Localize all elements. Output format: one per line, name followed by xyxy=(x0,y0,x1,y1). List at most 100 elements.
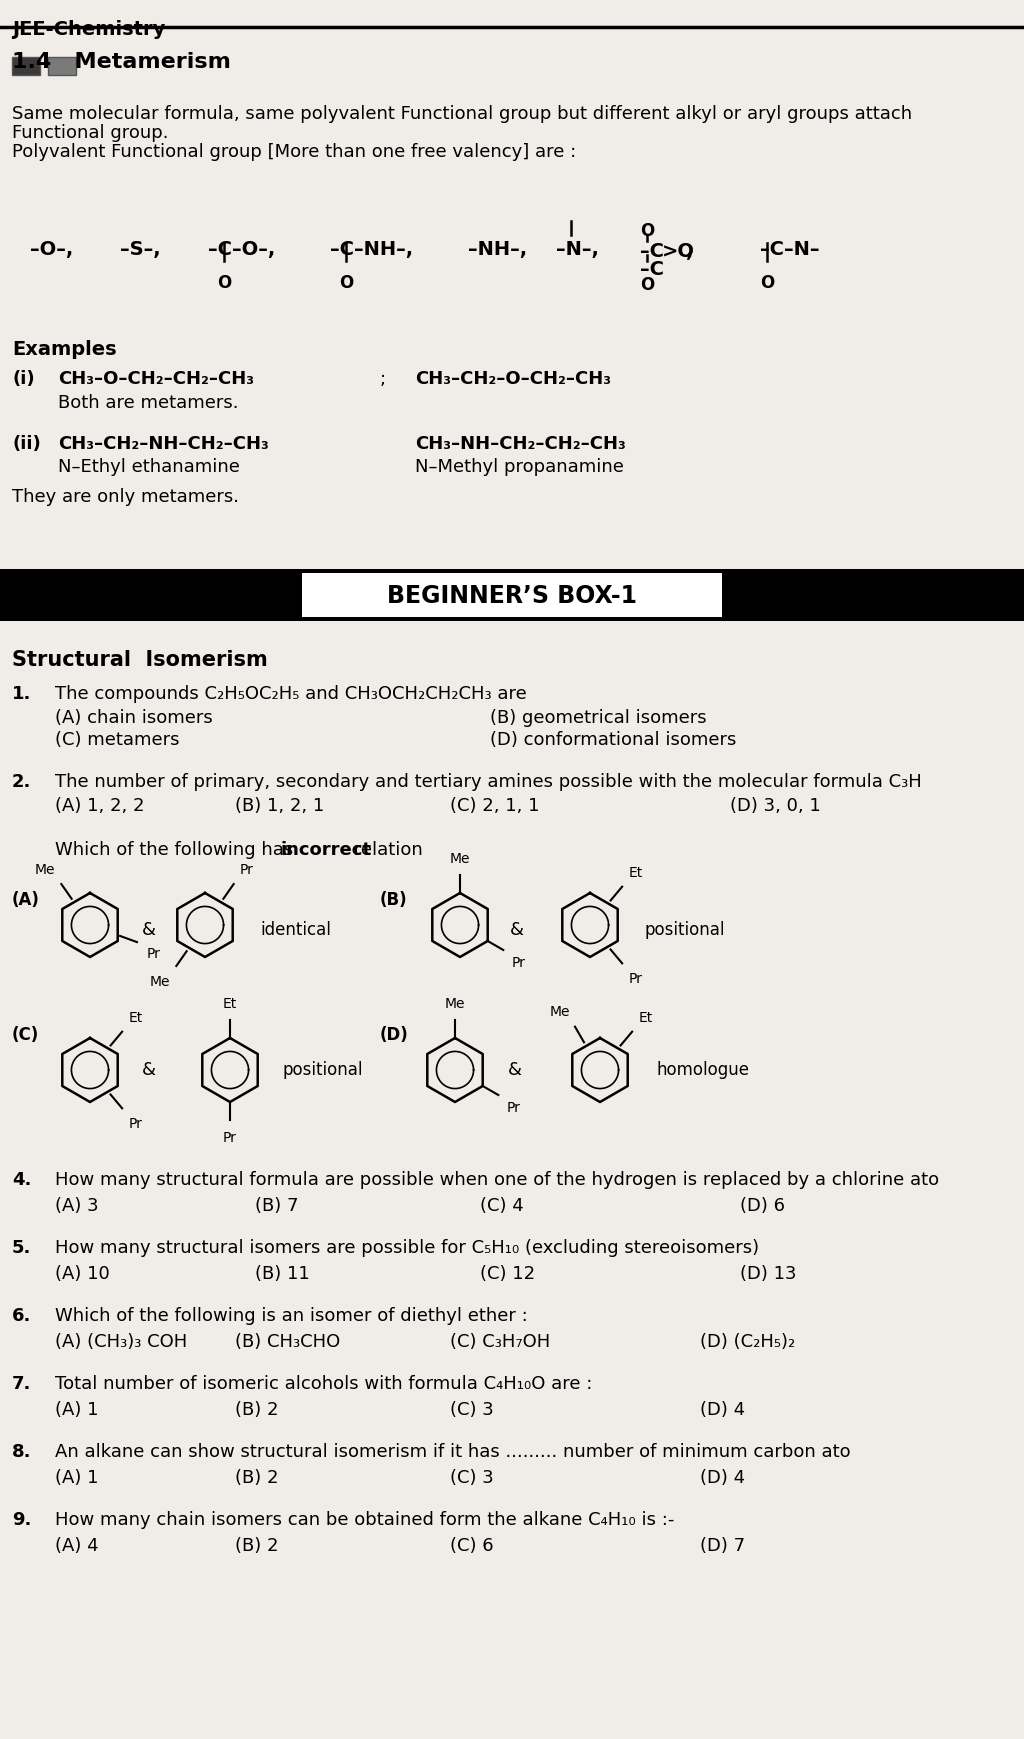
Text: Me: Me xyxy=(151,974,171,988)
Text: Both are metamers.: Both are metamers. xyxy=(58,393,239,412)
Text: CH₃–NH–CH₂–CH₂–CH₃: CH₃–NH–CH₂–CH₂–CH₃ xyxy=(415,435,626,452)
Text: How many chain isomers can be obtained form the alkane C₄H₁₀ is :-: How many chain isomers can be obtained f… xyxy=(55,1509,675,1529)
Text: (D) (C₂H₅)₂: (D) (C₂H₅)₂ xyxy=(700,1332,796,1349)
Text: CH₃–O–CH₂–CH₂–CH₃: CH₃–O–CH₂–CH₂–CH₃ xyxy=(58,370,254,388)
Text: Et: Et xyxy=(223,996,238,1010)
Text: Which of the following is an isomer of diethyl ether :: Which of the following is an isomer of d… xyxy=(55,1306,527,1323)
Text: CH₃–CH₂–O–CH₂–CH₃: CH₃–CH₂–O–CH₂–CH₃ xyxy=(415,370,611,388)
Text: 9.: 9. xyxy=(12,1509,32,1529)
Text: –NH–,: –NH–, xyxy=(468,240,527,259)
Text: –S–,: –S–, xyxy=(120,240,161,259)
Text: (D) 13: (D) 13 xyxy=(740,1264,797,1282)
Text: Pr: Pr xyxy=(629,972,642,986)
Text: (D) 7: (D) 7 xyxy=(700,1536,745,1555)
Text: They are only metamers.: They are only metamers. xyxy=(12,487,239,506)
Text: (A) 1, 2, 2: (A) 1, 2, 2 xyxy=(55,796,144,814)
Text: Pr: Pr xyxy=(507,1101,521,1115)
Text: 5.: 5. xyxy=(12,1238,32,1256)
Text: (B) 1, 2, 1: (B) 1, 2, 1 xyxy=(234,796,325,814)
Text: (i): (i) xyxy=(12,370,35,388)
Text: &: & xyxy=(510,920,524,939)
Text: (A) 4: (A) 4 xyxy=(55,1536,98,1555)
Text: positional: positional xyxy=(645,920,725,939)
Text: (C) 3: (C) 3 xyxy=(450,1468,494,1487)
Text: (A) 10: (A) 10 xyxy=(55,1264,110,1282)
Text: (B) 2: (B) 2 xyxy=(234,1536,279,1555)
Text: 1.4   Metamerism: 1.4 Metamerism xyxy=(12,52,230,71)
Text: (ii): (ii) xyxy=(12,435,41,452)
FancyBboxPatch shape xyxy=(12,57,40,77)
Text: &: & xyxy=(142,1061,156,1078)
Text: (A) (CH₃)₃ COH: (A) (CH₃)₃ COH xyxy=(55,1332,187,1349)
Text: (B) CH₃CHO: (B) CH₃CHO xyxy=(234,1332,340,1349)
Text: The number of primary, secondary and tertiary amines possible with the molecular: The number of primary, secondary and ter… xyxy=(55,772,922,791)
Text: (D): (D) xyxy=(380,1026,409,1043)
Text: (D) 4: (D) 4 xyxy=(700,1400,745,1419)
Text: (D) 3, 0, 1: (D) 3, 0, 1 xyxy=(730,796,821,814)
Bar xyxy=(0,570,1024,621)
Text: Et: Et xyxy=(129,1010,142,1024)
Text: O: O xyxy=(217,273,231,292)
Text: (A) 1: (A) 1 xyxy=(55,1400,98,1419)
Text: JEE-Chemistry: JEE-Chemistry xyxy=(12,19,165,38)
Text: O: O xyxy=(760,273,774,292)
Text: ,: , xyxy=(686,242,693,261)
Text: –O–,: –O–, xyxy=(30,240,74,259)
Text: Functional group.: Functional group. xyxy=(12,123,169,143)
Text: (A): (A) xyxy=(12,890,40,908)
Text: relation: relation xyxy=(348,840,423,859)
Text: positional: positional xyxy=(283,1061,364,1078)
Text: (D) 6: (D) 6 xyxy=(740,1196,785,1214)
Text: CH₃–CH₂–NH–CH₂–CH₃: CH₃–CH₂–NH–CH₂–CH₃ xyxy=(58,435,268,452)
Text: (B) 2: (B) 2 xyxy=(234,1400,279,1419)
Text: How many structural formula are possible when one of the hydrogen is replaced by: How many structural formula are possible… xyxy=(55,1170,939,1188)
Text: –C: –C xyxy=(640,259,664,278)
Text: N–Ethyl ethanamine: N–Ethyl ethanamine xyxy=(58,457,240,476)
Text: Pr: Pr xyxy=(223,1130,237,1144)
Text: (A) 1: (A) 1 xyxy=(55,1468,98,1487)
Text: Examples: Examples xyxy=(12,339,117,358)
Text: The compounds C₂H₅OC₂H₅ and CH₃OCH₂CH₂CH₃ are: The compounds C₂H₅OC₂H₅ and CH₃OCH₂CH₂CH… xyxy=(55,685,526,703)
Text: &: & xyxy=(508,1061,522,1078)
Text: (D) conformational isomers: (D) conformational isomers xyxy=(490,730,736,748)
Text: >O: >O xyxy=(662,242,695,261)
Text: &: & xyxy=(142,920,156,939)
Text: O: O xyxy=(640,277,654,294)
Text: –C–N–: –C–N– xyxy=(760,240,819,259)
Text: (C) C₃H₇OH: (C) C₃H₇OH xyxy=(450,1332,550,1349)
Text: N–Methyl propanamine: N–Methyl propanamine xyxy=(415,457,624,476)
Text: An alkane can show structural isomerism if it has ......... number of minimum ca: An alkane can show structural isomerism … xyxy=(55,1442,851,1461)
Text: Me: Me xyxy=(35,863,55,876)
Text: O: O xyxy=(339,273,353,292)
Text: 4.: 4. xyxy=(12,1170,32,1188)
Text: Et: Et xyxy=(629,866,643,880)
Text: Polyvalent Functional group [More than one free valency] are :: Polyvalent Functional group [More than o… xyxy=(12,143,577,162)
Text: identical: identical xyxy=(260,920,331,939)
Text: Total number of isomeric alcohols with formula C₄H₁₀O are :: Total number of isomeric alcohols with f… xyxy=(55,1374,592,1393)
Text: O: O xyxy=(640,223,654,240)
Text: BEGINNER’S BOX-1: BEGINNER’S BOX-1 xyxy=(387,584,637,607)
Text: Me: Me xyxy=(450,852,470,866)
Text: Me: Me xyxy=(444,996,465,1010)
Text: incorrect: incorrect xyxy=(280,840,371,859)
FancyBboxPatch shape xyxy=(48,57,76,77)
Text: homologue: homologue xyxy=(656,1061,749,1078)
Text: (B) 2: (B) 2 xyxy=(234,1468,279,1487)
FancyBboxPatch shape xyxy=(302,574,722,617)
Text: (D) 4: (D) 4 xyxy=(700,1468,745,1487)
Text: How many structural isomers are possible for C₅H₁₀ (excluding stereoisomers): How many structural isomers are possible… xyxy=(55,1238,759,1256)
Text: (C) 2, 1, 1: (C) 2, 1, 1 xyxy=(450,796,540,814)
Text: Et: Et xyxy=(639,1010,653,1024)
Text: (C): (C) xyxy=(12,1026,39,1043)
Text: Same molecular formula, same polyvalent Functional group but different alkyl or : Same molecular formula, same polyvalent … xyxy=(12,104,912,123)
Text: (A) chain isomers: (A) chain isomers xyxy=(55,708,213,727)
Text: –C: –C xyxy=(640,242,664,261)
Text: 2.: 2. xyxy=(12,772,32,791)
Text: (C) 6: (C) 6 xyxy=(450,1536,494,1555)
Text: –N–,: –N–, xyxy=(556,240,599,259)
Text: ;: ; xyxy=(380,370,386,388)
Text: 7.: 7. xyxy=(12,1374,32,1393)
Text: (B): (B) xyxy=(380,890,408,908)
Text: (B) 7: (B) 7 xyxy=(255,1196,299,1214)
Text: Pr: Pr xyxy=(512,955,526,969)
